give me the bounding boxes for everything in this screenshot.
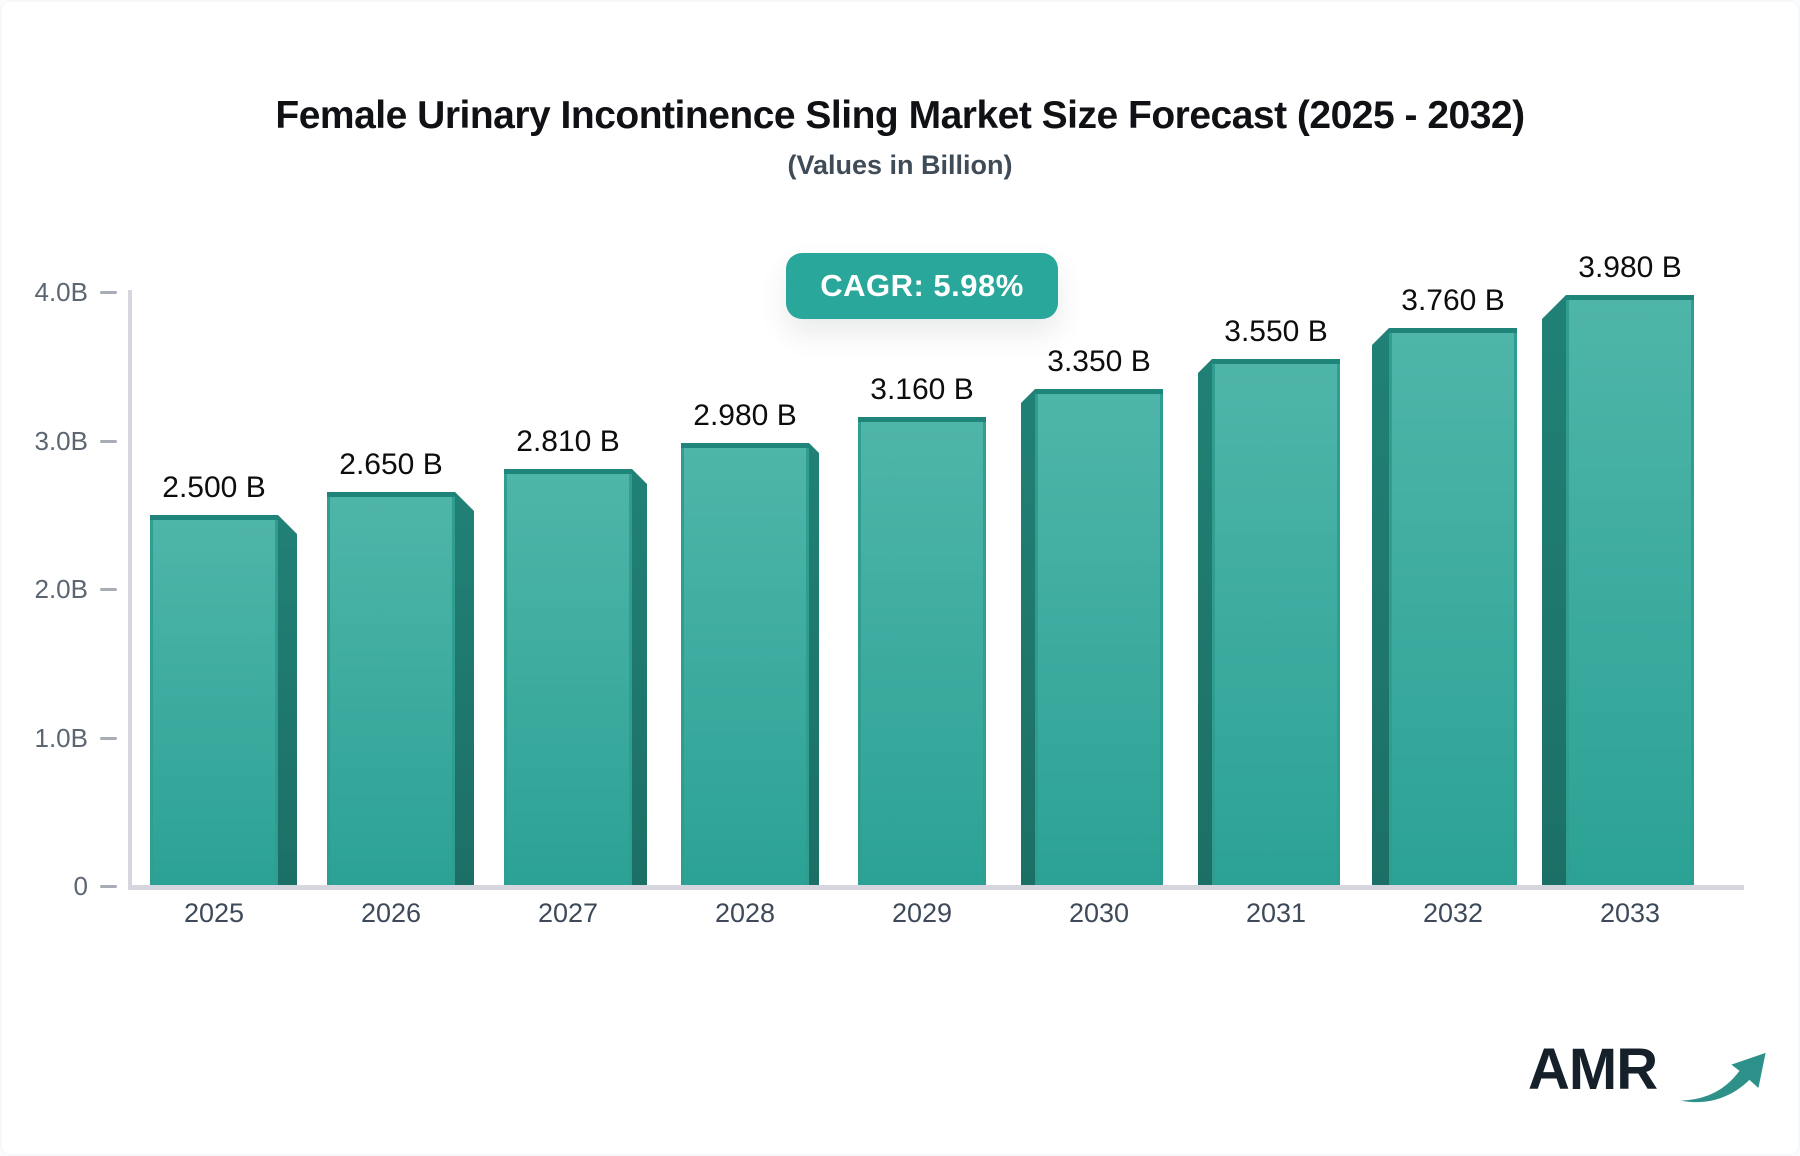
bar-value-label: 2.810 B bbox=[516, 425, 620, 458]
bar-side-face bbox=[455, 492, 474, 885]
cagr-badge: CAGR: 5.98% bbox=[786, 253, 1058, 319]
y-axis-line bbox=[128, 290, 132, 887]
cagr-badge-label: CAGR: 5.98% bbox=[820, 268, 1024, 303]
bar bbox=[504, 469, 632, 885]
y-tick-label: 3.0B bbox=[34, 425, 89, 456]
x-axis-label: 2031 bbox=[1245, 898, 1307, 928]
bar bbox=[1389, 328, 1517, 885]
chart-title: Female Urinary Incontinence Sling Market… bbox=[275, 94, 1525, 137]
bar-value-label: 2.500 B bbox=[162, 471, 266, 504]
x-axis-label: 2029 bbox=[891, 898, 953, 928]
bar-value-label: 3.550 B bbox=[1224, 315, 1328, 348]
x-axis-label: 2032 bbox=[1422, 898, 1484, 928]
bar-side-face bbox=[1198, 359, 1212, 885]
bar bbox=[327, 492, 455, 885]
y-tick-mark bbox=[100, 736, 117, 740]
y-tick-mark bbox=[100, 291, 117, 294]
y-tick-label: 0 bbox=[73, 871, 88, 901]
x-axis-label: 2025 bbox=[183, 898, 245, 928]
x-axis-label: 2028 bbox=[714, 898, 776, 928]
bar-value-label: 2.980 B bbox=[693, 399, 797, 432]
bar bbox=[681, 443, 809, 885]
amr-logo-text: AMR bbox=[1528, 1037, 1658, 1102]
bar bbox=[1035, 389, 1163, 885]
x-axis-label: 2030 bbox=[1068, 898, 1130, 928]
x-axis-label: 2026 bbox=[360, 898, 422, 928]
bar-value-label: 3.350 B bbox=[1047, 345, 1151, 378]
x-axis-label: 2027 bbox=[537, 898, 599, 928]
bar bbox=[150, 515, 278, 885]
bar-side-face bbox=[278, 515, 297, 885]
y-tick-mark bbox=[100, 885, 117, 888]
x-axis-baseline bbox=[128, 885, 1744, 890]
bar-value-label: 2.650 B bbox=[339, 448, 443, 481]
y-tick-label: 1.0B bbox=[34, 722, 89, 753]
bar bbox=[858, 417, 986, 885]
y-tick-label: 2.0B bbox=[34, 574, 89, 604]
bar-side-face bbox=[632, 469, 647, 885]
bar bbox=[1566, 295, 1694, 885]
x-axis-label: 2033 bbox=[1599, 898, 1661, 928]
y-tick-mark bbox=[100, 439, 117, 443]
bar-side-face bbox=[1542, 295, 1566, 885]
bar-side-face bbox=[1021, 389, 1035, 885]
bar bbox=[1212, 359, 1340, 885]
y-tick-mark bbox=[100, 588, 117, 591]
amr-logo: AMR bbox=[1528, 1030, 1774, 1114]
y-tick-label: 4.0B bbox=[34, 277, 89, 307]
bar-value-label: 3.760 B bbox=[1401, 284, 1505, 317]
bar-value-label: 3.160 B bbox=[870, 373, 974, 406]
trending-up-arrow-icon bbox=[1681, 1052, 1766, 1103]
bar-side-face bbox=[1372, 328, 1389, 885]
bar-value-label: 3.980 B bbox=[1578, 251, 1682, 284]
bar-side-face bbox=[809, 443, 819, 885]
chart-subtitle: (Values in Billion) bbox=[787, 150, 1013, 180]
